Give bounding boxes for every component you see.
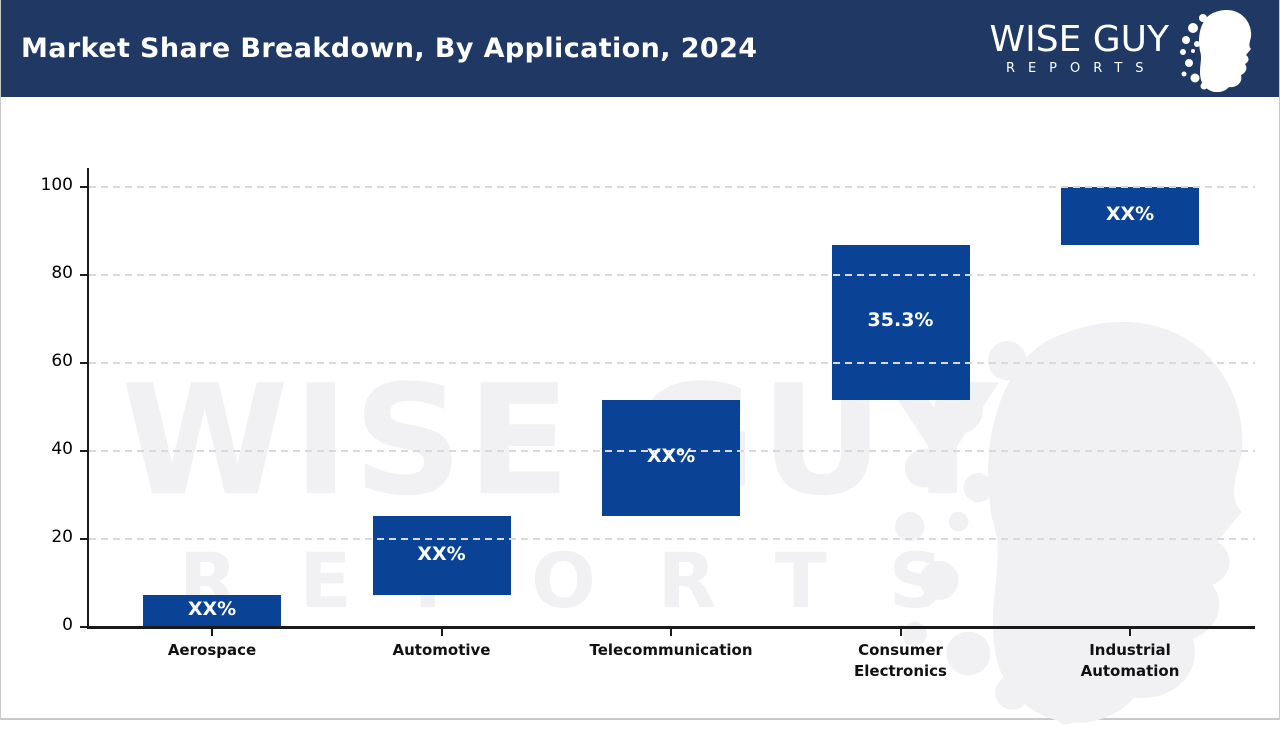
bar-consumer-electronics xyxy=(831,244,970,400)
bar-industrial-automation xyxy=(1061,187,1199,245)
x-tick-mark-aerospace xyxy=(211,629,213,636)
y-tick-mark-20 xyxy=(80,538,87,540)
y-tick-label-0: 0 xyxy=(62,615,73,635)
x-category-label-telecommunication: Telecommunication xyxy=(561,640,781,661)
y-tick-mark-80 xyxy=(80,274,87,276)
x-tick-mark-telecommunication xyxy=(670,629,672,636)
logo-subtitle: REPORTS xyxy=(1005,61,1157,76)
gridline-80 xyxy=(89,274,1255,276)
y-tick-mark-60 xyxy=(80,362,87,364)
bar-label-telecommunication: XX% xyxy=(646,445,696,468)
y-axis-line xyxy=(87,168,89,629)
x-category-label-line: Automation xyxy=(1080,662,1180,680)
x-category-label-consumer-electronics: Consumer Electronics xyxy=(791,640,1011,682)
bar-label-automotive: XX% xyxy=(417,542,466,565)
y-tick-mark-0 xyxy=(80,626,87,628)
y-tick-label-80: 80 xyxy=(51,263,73,283)
x-category-label-line: Telecommunication xyxy=(589,641,753,659)
x-category-label-line: Industrial xyxy=(1089,641,1171,659)
bar-label-aerospace: XX% xyxy=(187,597,237,620)
bar-aerospace xyxy=(143,594,281,627)
y-tick-label-100: 100 xyxy=(40,175,73,195)
y-tick-mark-40 xyxy=(80,450,87,452)
x-category-label-line: Aerospace xyxy=(167,641,257,659)
bar-telecommunication xyxy=(602,399,740,517)
bar-automotive xyxy=(372,516,511,595)
x-category-label-line: Automotive xyxy=(392,641,491,659)
page-title: Market Share Breakdown, By Application, … xyxy=(21,33,758,64)
gridline-100 xyxy=(89,186,1255,188)
gridline-40 xyxy=(89,450,1255,452)
bar-label-consumer-electronics: 35.3% xyxy=(867,309,934,332)
x-category-label-aerospace: Aerospace xyxy=(102,640,322,661)
bar-label-industrial-automation: XX% xyxy=(1105,202,1155,225)
x-category-label-industrial-automation: Industrial Automation xyxy=(1020,640,1240,682)
x-category-label-line: Electronics xyxy=(854,662,947,680)
gridline-60 xyxy=(89,362,1255,364)
logo-text: WISE GUY REPORTS xyxy=(989,19,1170,76)
x-tick-mark-consumer-electronics xyxy=(899,629,902,636)
x-category-label-automotive: Automotive xyxy=(332,640,552,661)
y-tick-mark-100 xyxy=(80,186,87,188)
y-tick-label-40: 40 xyxy=(51,439,73,459)
logo-face-icon xyxy=(1180,9,1252,92)
logo-wordmark: WISE GUY xyxy=(989,19,1170,60)
y-tick-label-60: 60 xyxy=(51,351,73,371)
x-axis-line xyxy=(87,626,1255,629)
x-tick-mark-automotive xyxy=(440,629,443,636)
plot: 0 20 40 60 80 100 XX% Aerospace XX% Automotive XX%… xyxy=(1,0,1279,718)
header: Market Share Breakdown, By Application, … xyxy=(1,0,1279,97)
y-tick-label-20: 20 xyxy=(51,527,73,547)
x-category-label-line: Consumer xyxy=(858,641,943,659)
x-tick-mark-industrial-automation xyxy=(1129,629,1131,636)
wise-guy-logo: WISE GUY REPORTS xyxy=(990,6,1258,92)
gridline-20 xyxy=(89,538,1255,540)
